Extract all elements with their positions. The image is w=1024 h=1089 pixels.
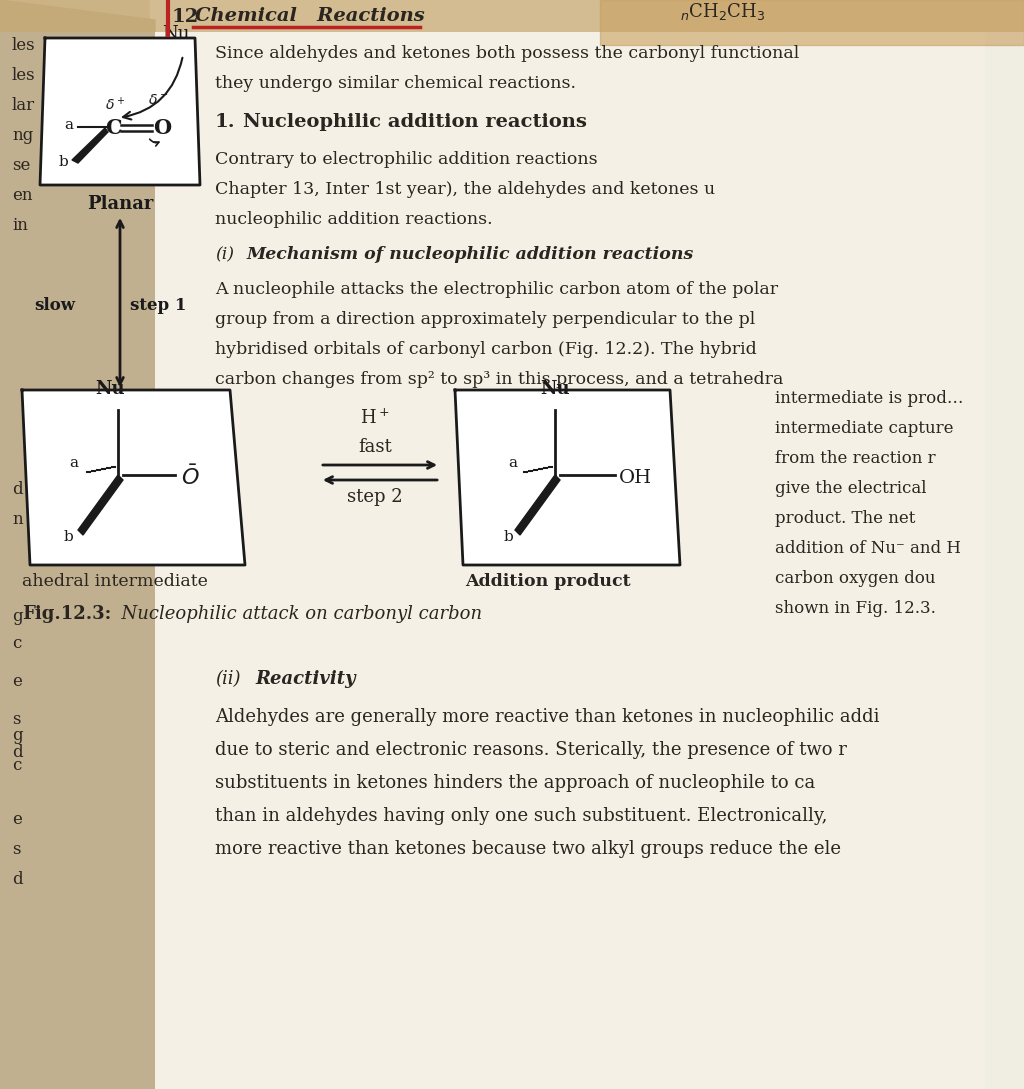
Text: (i): (i) xyxy=(215,246,234,264)
Text: Planar: Planar xyxy=(87,195,154,213)
Text: due to steric and electronic reasons. Sterically, the presence of two r: due to steric and electronic reasons. St… xyxy=(215,741,847,759)
Text: group from a direction approximately perpendicular to the pl: group from a direction approximately per… xyxy=(215,311,756,328)
Text: s: s xyxy=(12,842,20,858)
Text: s: s xyxy=(12,711,20,729)
Text: $\delta^-$: $\delta^-$ xyxy=(147,93,168,107)
Text: b: b xyxy=(58,155,68,169)
Text: H$^+$: H$^+$ xyxy=(360,408,390,427)
Polygon shape xyxy=(600,0,1024,45)
Text: step 1: step 1 xyxy=(130,296,186,314)
Text: carbon changes from sp² to sp³ in this process, and a tetrahedra: carbon changes from sp² to sp³ in this p… xyxy=(215,371,783,388)
Text: $\delta^+$: $\delta^+$ xyxy=(104,96,125,113)
Text: from the reaction r: from the reaction r xyxy=(775,450,936,467)
Text: give the electrical: give the electrical xyxy=(775,480,927,497)
Text: b: b xyxy=(503,530,513,544)
Text: Nucleophilic attack on carbonyl carbon: Nucleophilic attack on carbonyl carbon xyxy=(110,605,482,623)
Text: se: se xyxy=(12,157,31,173)
Bar xyxy=(155,32,985,1089)
Text: ng: ng xyxy=(12,126,33,144)
Text: les: les xyxy=(12,37,36,53)
Text: addition of Nu⁻ and H: addition of Nu⁻ and H xyxy=(775,540,961,556)
Polygon shape xyxy=(150,0,1024,1089)
Text: 1.: 1. xyxy=(215,113,236,131)
Polygon shape xyxy=(22,390,245,565)
Text: a: a xyxy=(508,456,517,470)
Bar xyxy=(155,0,1024,1089)
Text: en: en xyxy=(12,186,33,204)
Text: Chemical   Reactions: Chemical Reactions xyxy=(195,7,425,25)
Text: carbon oxygen dou: carbon oxygen dou xyxy=(775,570,936,587)
Polygon shape xyxy=(0,0,155,1089)
Text: substituents in ketones hinders the approach of nucleophile to ca: substituents in ketones hinders the appr… xyxy=(215,774,815,792)
Text: Nu: Nu xyxy=(95,380,125,397)
Text: step 2: step 2 xyxy=(347,488,402,506)
Text: d: d xyxy=(12,481,23,499)
Text: a: a xyxy=(69,456,78,470)
Text: C: C xyxy=(104,118,121,138)
Text: fast: fast xyxy=(358,438,392,456)
Text: Contrary to electrophilic addition reactions: Contrary to electrophilic addition react… xyxy=(215,151,598,168)
Bar xyxy=(0,0,1024,32)
Text: shown in Fig. 12.3.: shown in Fig. 12.3. xyxy=(775,600,936,617)
Text: 12: 12 xyxy=(172,8,200,26)
FancyArrowPatch shape xyxy=(123,58,182,120)
Text: ahedral intermediate: ahedral intermediate xyxy=(22,573,208,590)
Text: Since aldehydes and ketones both possess the carbonyl functional: Since aldehydes and ketones both possess… xyxy=(215,45,805,62)
Text: Nu: Nu xyxy=(163,25,190,42)
Polygon shape xyxy=(78,475,123,535)
Text: hybridised orbitals of carbonyl carbon (Fig. 12.2). The hybrid: hybridised orbitals of carbonyl carbon (… xyxy=(215,341,757,358)
Text: n: n xyxy=(12,512,23,528)
Text: g: g xyxy=(12,726,23,744)
Text: O: O xyxy=(153,118,171,138)
Text: Fig.12.3:: Fig.12.3: xyxy=(22,605,112,623)
Text: slow: slow xyxy=(34,296,75,314)
Text: e: e xyxy=(12,811,22,829)
Text: a: a xyxy=(63,118,73,132)
Text: Mechanism of nucleophilic addition reactions: Mechanism of nucleophilic addition react… xyxy=(247,246,694,264)
Text: they undergo similar chemical reactions.: they undergo similar chemical reactions. xyxy=(215,75,575,91)
Text: nucleophilic addition reactions.: nucleophilic addition reactions. xyxy=(215,211,493,228)
Text: Chapter 13, Inter 1st year), the aldehydes and ketones u: Chapter 13, Inter 1st year), the aldehyd… xyxy=(215,181,715,198)
Text: intermediate capture: intermediate capture xyxy=(775,420,953,437)
FancyArrowPatch shape xyxy=(150,139,159,146)
Polygon shape xyxy=(72,129,108,163)
Text: b: b xyxy=(63,530,73,544)
Text: g: g xyxy=(12,608,23,625)
Text: $\bar{O}$: $\bar{O}$ xyxy=(180,466,200,490)
Text: Addition product: Addition product xyxy=(465,573,631,590)
Polygon shape xyxy=(40,38,200,185)
Text: than in aldehydes having only one such substituent. Electronically,: than in aldehydes having only one such s… xyxy=(215,807,827,825)
Text: les: les xyxy=(12,66,36,84)
Text: more reactive than ketones because two alkyl groups reduce the ele: more reactive than ketones because two a… xyxy=(215,840,841,858)
Polygon shape xyxy=(515,475,560,535)
Text: lar: lar xyxy=(12,97,35,113)
Text: intermediate is prod…: intermediate is prod… xyxy=(775,390,964,407)
Text: product. The net: product. The net xyxy=(775,510,915,527)
Text: (ii): (ii) xyxy=(215,670,241,688)
Text: d: d xyxy=(12,744,23,761)
Text: Nucleophilic addition reactions: Nucleophilic addition reactions xyxy=(243,113,587,131)
Text: Aldehydes are generally more reactive than ketones in nucleophilic addi: Aldehydes are generally more reactive th… xyxy=(215,708,880,726)
Polygon shape xyxy=(455,390,680,565)
Text: A nucleophile attacks the electrophilic carbon atom of the polar: A nucleophile attacks the electrophilic … xyxy=(215,281,778,298)
Text: Nu: Nu xyxy=(541,380,569,397)
Text: OH: OH xyxy=(618,469,651,487)
Text: in: in xyxy=(12,217,28,233)
Text: c: c xyxy=(12,757,22,773)
Text: Reactivity: Reactivity xyxy=(255,670,355,688)
Text: e: e xyxy=(12,673,22,690)
Text: d: d xyxy=(12,871,23,889)
Text: c: c xyxy=(12,635,22,652)
Text: $_{n}$CH$_{2}$CH$_{3}$: $_{n}$CH$_{2}$CH$_{3}$ xyxy=(680,1,765,23)
